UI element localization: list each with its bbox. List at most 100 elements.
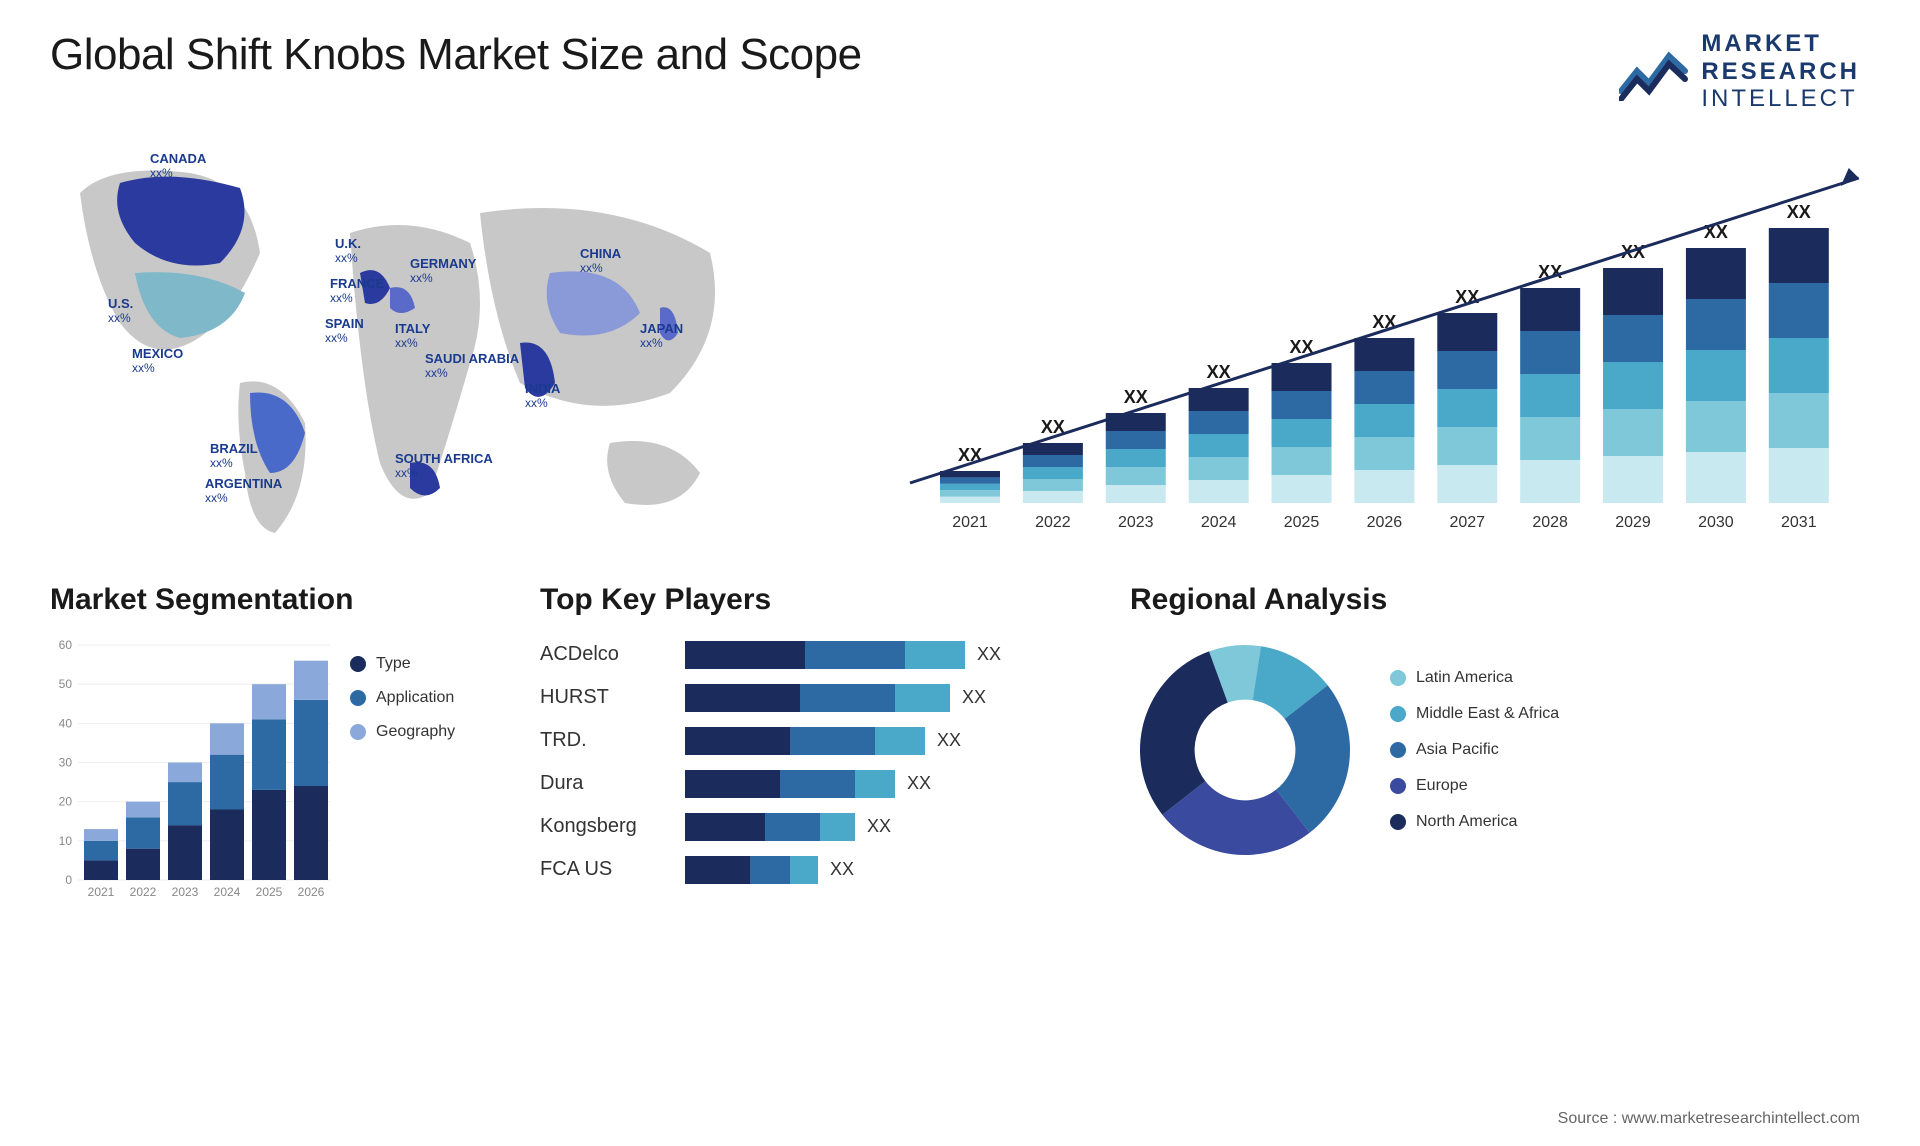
player-name: FCA US — [540, 856, 612, 884]
svg-text:2027: 2027 — [1449, 514, 1485, 531]
player-bar — [685, 856, 818, 884]
player-name: ACDelco — [540, 641, 619, 669]
player-bar-segment — [805, 641, 905, 669]
svg-text:2025: 2025 — [1284, 514, 1320, 531]
player-bar — [685, 641, 965, 669]
svg-text:xx%: xx% — [325, 331, 348, 345]
svg-text:2030: 2030 — [1698, 514, 1734, 531]
regional-title: Regional Analysis — [1130, 583, 1870, 617]
svg-text:60: 60 — [59, 638, 73, 652]
players-title: Top Key Players — [540, 583, 1080, 617]
legend-swatch — [350, 656, 366, 672]
regional-panel: Regional Analysis Latin America Middle Ea… — [1130, 583, 1870, 905]
player-bar — [685, 727, 925, 755]
player-value: XX — [962, 687, 986, 708]
svg-text:xx%: xx% — [108, 311, 131, 325]
svg-text:2021: 2021 — [88, 885, 115, 899]
brand-logo: MARKET RESEARCH INTELLECT — [1619, 30, 1860, 113]
world-map-panel: CANADAxx%U.S.xx%MEXICOxx%BRAZILxx%ARGENT… — [50, 133, 770, 553]
player-bar-segment — [790, 856, 818, 884]
player-value: XX — [937, 730, 961, 751]
svg-text:2022: 2022 — [130, 885, 157, 899]
segmentation-panel: Market Segmentation 01020304050602021202… — [50, 583, 490, 905]
player-bar-row: XX — [685, 641, 1080, 669]
legend-item: North America — [1390, 813, 1559, 831]
legend-label: Asia Pacific — [1416, 741, 1499, 759]
legend-item: Application — [350, 689, 455, 707]
player-bar-row: XX — [685, 856, 1080, 884]
legend-label: Geography — [376, 723, 455, 741]
player-bar-segment — [685, 813, 765, 841]
legend-swatch — [1390, 778, 1406, 794]
player-bar-segment — [780, 770, 855, 798]
legend-item: Middle East & Africa — [1390, 705, 1559, 723]
legend-swatch — [1390, 814, 1406, 830]
logo-line-3: INTELLECT — [1701, 85, 1860, 113]
legend-label: Application — [376, 689, 454, 707]
player-value: XX — [977, 644, 1001, 665]
page-title: Global Shift Knobs Market Size and Scope — [50, 30, 862, 80]
players-name-list: ACDelcoHURSTTRD.DuraKongsbergFCA US — [540, 635, 670, 884]
player-value: XX — [867, 816, 891, 837]
player-bar-segment — [685, 770, 780, 798]
svg-text:xx%: xx% — [640, 336, 663, 350]
logo-line-2: RESEARCH — [1701, 58, 1860, 86]
svg-text:xx%: xx% — [205, 491, 228, 505]
svg-text:xx%: xx% — [410, 271, 433, 285]
segmentation-legend: Type Application Geography — [350, 635, 455, 905]
regional-donut-chart — [1130, 635, 1360, 865]
player-bar-segment — [750, 856, 790, 884]
player-bar-segment — [855, 770, 895, 798]
svg-text:2026: 2026 — [1367, 514, 1403, 531]
player-bar-segment — [875, 727, 925, 755]
legend-item: Europe — [1390, 777, 1559, 795]
world-map: CANADAxx%U.S.xx%MEXICOxx%BRAZILxx%ARGENT… — [50, 133, 770, 553]
svg-text:BRAZIL: BRAZIL — [210, 441, 258, 456]
svg-text:50: 50 — [59, 677, 73, 691]
svg-text:xx%: xx% — [425, 366, 448, 380]
player-bar-segment — [685, 856, 750, 884]
player-bar — [685, 813, 855, 841]
player-bar-segment — [685, 727, 790, 755]
svg-text:0: 0 — [65, 873, 72, 887]
svg-text:xx%: xx% — [525, 396, 548, 410]
svg-text:SAUDI ARABIA: SAUDI ARABIA — [425, 351, 520, 366]
players-bar-list: XX XX XX XX XX XX — [685, 635, 1080, 884]
svg-text:GERMANY: GERMANY — [410, 256, 477, 271]
svg-text:2031: 2031 — [1781, 514, 1817, 531]
player-bar-row: XX — [685, 684, 1080, 712]
regional-legend: Latin America Middle East & Africa Asia Pa… — [1390, 669, 1559, 831]
player-bar-segment — [895, 684, 950, 712]
player-bar — [685, 684, 950, 712]
svg-text:CHINA: CHINA — [580, 246, 622, 261]
player-value: XX — [830, 859, 854, 880]
player-bar-row: XX — [685, 770, 1080, 798]
legend-swatch — [350, 724, 366, 740]
segmentation-bar-chart: 0102030405060202120222023202420252026 — [50, 635, 330, 905]
svg-text:xx%: xx% — [395, 466, 418, 480]
player-bar — [685, 770, 895, 798]
legend-label: North America — [1416, 813, 1517, 831]
svg-text:JAPAN: JAPAN — [640, 321, 683, 336]
growth-chart-panel: XX2021XX2022XX2023XX2024XX2025XX2026XX20… — [810, 133, 1870, 553]
svg-text:XX: XX — [1787, 202, 1811, 222]
legend-item: Latin America — [1390, 669, 1559, 687]
player-name: Dura — [540, 770, 583, 798]
legend-item: Type — [350, 655, 455, 673]
svg-text:CANADA: CANADA — [150, 151, 207, 166]
svg-text:20: 20 — [59, 794, 73, 808]
svg-text:xx%: xx% — [150, 166, 173, 180]
player-bar-segment — [800, 684, 895, 712]
svg-text:xx%: xx% — [330, 291, 353, 305]
svg-text:INDIA: INDIA — [525, 381, 561, 396]
svg-text:2023: 2023 — [1118, 514, 1154, 531]
player-name: Kongsberg — [540, 813, 637, 841]
svg-text:SOUTH AFRICA: SOUTH AFRICA — [395, 451, 493, 466]
player-value: XX — [907, 773, 931, 794]
svg-text:SPAIN: SPAIN — [325, 316, 364, 331]
player-bar-row: XX — [685, 813, 1080, 841]
legend-item: Geography — [350, 723, 455, 741]
svg-text:xx%: xx% — [210, 456, 233, 470]
legend-label: Middle East & Africa — [1416, 705, 1559, 723]
player-bar-row: XX — [685, 727, 1080, 755]
